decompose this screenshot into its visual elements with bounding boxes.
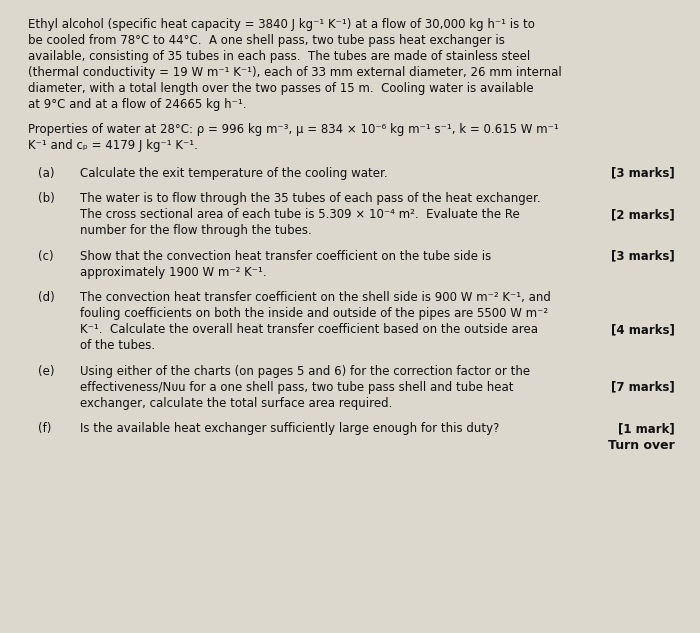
Text: K⁻¹.  Calculate the overall heat transfer coefficient based on the outside area: K⁻¹. Calculate the overall heat transfer… <box>80 323 538 336</box>
Text: Calculate the exit temperature of the cooling water.: Calculate the exit temperature of the co… <box>80 166 388 180</box>
Text: diameter, with a total length over the two passes of 15 m.  Cooling water is ava: diameter, with a total length over the t… <box>28 82 533 95</box>
Text: [3 marks]: [3 marks] <box>611 166 675 180</box>
Text: K⁻¹ and cₚ = 4179 J kg⁻¹ K⁻¹.: K⁻¹ and cₚ = 4179 J kg⁻¹ K⁻¹. <box>28 139 198 153</box>
Text: [7 marks]: [7 marks] <box>611 380 675 394</box>
Text: (b): (b) <box>38 192 55 205</box>
Text: be cooled from 78°C to 44°C.  A one shell pass, two tube pass heat exchanger is: be cooled from 78°C to 44°C. A one shell… <box>28 34 505 47</box>
Text: (e): (e) <box>38 365 55 378</box>
Text: at 9°C and at a flow of 24665 kg h⁻¹.: at 9°C and at a flow of 24665 kg h⁻¹. <box>28 98 246 111</box>
Text: Is the available heat exchanger sufficiently large enough for this duty?: Is the available heat exchanger sufficie… <box>80 422 499 435</box>
Text: Show that the convection heat transfer coefficient on the tube side is: Show that the convection heat transfer c… <box>80 249 491 263</box>
Text: Ethyl alcohol (specific heat capacity = 3840 J kg⁻¹ K⁻¹) at a flow of 30,000 kg : Ethyl alcohol (specific heat capacity = … <box>28 18 535 31</box>
Text: approximately 1900 W m⁻² K⁻¹.: approximately 1900 W m⁻² K⁻¹. <box>80 266 267 279</box>
Text: The cross sectional area of each tube is 5.309 × 10⁻⁴ m².  Evaluate the Re: The cross sectional area of each tube is… <box>80 208 519 221</box>
Text: (thermal conductivity = 19 W m⁻¹ K⁻¹), each of 33 mm external diameter, 26 mm in: (thermal conductivity = 19 W m⁻¹ K⁻¹), e… <box>28 66 561 79</box>
Text: fouling coefficients on both the inside and outside of the pipes are 5500 W m⁻²: fouling coefficients on both the inside … <box>80 307 548 320</box>
Text: (f): (f) <box>38 422 51 435</box>
Text: (d): (d) <box>38 291 55 304</box>
Text: of the tubes.: of the tubes. <box>80 339 155 352</box>
Text: exchanger, calculate the total surface area required.: exchanger, calculate the total surface a… <box>80 396 393 410</box>
Text: The convection heat transfer coefficient on the shell side is 900 W m⁻² K⁻¹, and: The convection heat transfer coefficient… <box>80 291 551 304</box>
Text: Using either of the charts (on pages 5 and 6) for the correction factor or the: Using either of the charts (on pages 5 a… <box>80 365 530 378</box>
Text: (c): (c) <box>38 249 54 263</box>
Text: available, consisting of 35 tubes in each pass.  The tubes are made of stainless: available, consisting of 35 tubes in eac… <box>28 50 531 63</box>
Text: [1 mark]: [1 mark] <box>618 422 675 435</box>
Text: Properties of water at 28°C: ρ = 996 kg m⁻³, μ = 834 × 10⁻⁶ kg m⁻¹ s⁻¹, k = 0.61: Properties of water at 28°C: ρ = 996 kg … <box>28 123 559 137</box>
Text: The water is to flow through the 35 tubes of each pass of the heat exchanger.: The water is to flow through the 35 tube… <box>80 192 540 205</box>
Text: [4 marks]: [4 marks] <box>611 323 675 336</box>
Text: effectiveness/Nᴜu for a one shell pass, two tube pass shell and tube heat: effectiveness/Nᴜu for a one shell pass, … <box>80 380 514 394</box>
Text: Turn over: Turn over <box>608 439 675 452</box>
Text: [2 marks]: [2 marks] <box>611 208 675 221</box>
Text: (a): (a) <box>38 166 55 180</box>
Text: [3 marks]: [3 marks] <box>611 249 675 263</box>
Text: number for the flow through the tubes.: number for the flow through the tubes. <box>80 224 312 237</box>
